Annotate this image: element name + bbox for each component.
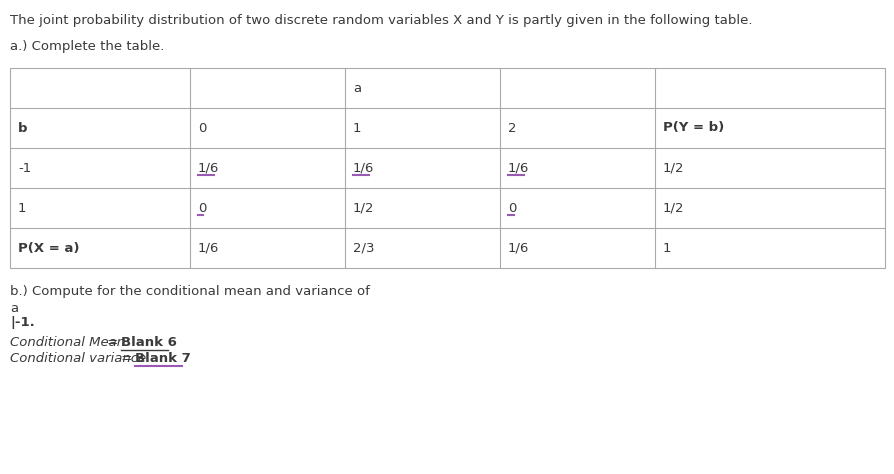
Text: a: a: [10, 302, 18, 315]
Text: =: =: [117, 352, 137, 365]
Text: P(X = a): P(X = a): [18, 241, 80, 255]
Text: 1/2: 1/2: [662, 201, 684, 215]
Text: 1/6: 1/6: [198, 162, 219, 174]
Text: Conditional Mean: Conditional Mean: [10, 336, 125, 349]
Text: 0: 0: [508, 201, 516, 215]
Text: Conditional variance: Conditional variance: [10, 352, 146, 365]
Text: 1/6: 1/6: [198, 241, 219, 255]
Text: 1: 1: [352, 121, 361, 135]
Text: 1: 1: [662, 241, 670, 255]
Text: The joint probability distribution of two discrete random variables X and Y is p: The joint probability distribution of tw…: [10, 14, 752, 27]
Text: P(Y = b): P(Y = b): [662, 121, 723, 135]
Text: b: b: [18, 121, 28, 135]
Text: 1: 1: [18, 201, 27, 215]
Text: 1/6: 1/6: [508, 162, 528, 174]
Text: Blank 6: Blank 6: [121, 336, 177, 349]
Text: 1/2: 1/2: [662, 162, 684, 174]
Text: =: =: [103, 336, 122, 349]
Text: 0: 0: [198, 121, 207, 135]
Text: Blank 7: Blank 7: [135, 352, 190, 365]
Text: b.) Compute for the conditional mean and variance of: b.) Compute for the conditional mean and…: [10, 285, 369, 298]
Text: a.) Complete the table.: a.) Complete the table.: [10, 40, 164, 53]
Text: 1/6: 1/6: [508, 241, 528, 255]
Text: -1: -1: [18, 162, 31, 174]
Text: |-1.: |-1.: [10, 316, 35, 329]
Text: a: a: [352, 82, 360, 94]
Text: 2: 2: [508, 121, 516, 135]
Text: 1/2: 1/2: [352, 201, 374, 215]
Text: 1/6: 1/6: [352, 162, 374, 174]
Text: 2/3: 2/3: [352, 241, 374, 255]
Text: 0: 0: [198, 201, 207, 215]
